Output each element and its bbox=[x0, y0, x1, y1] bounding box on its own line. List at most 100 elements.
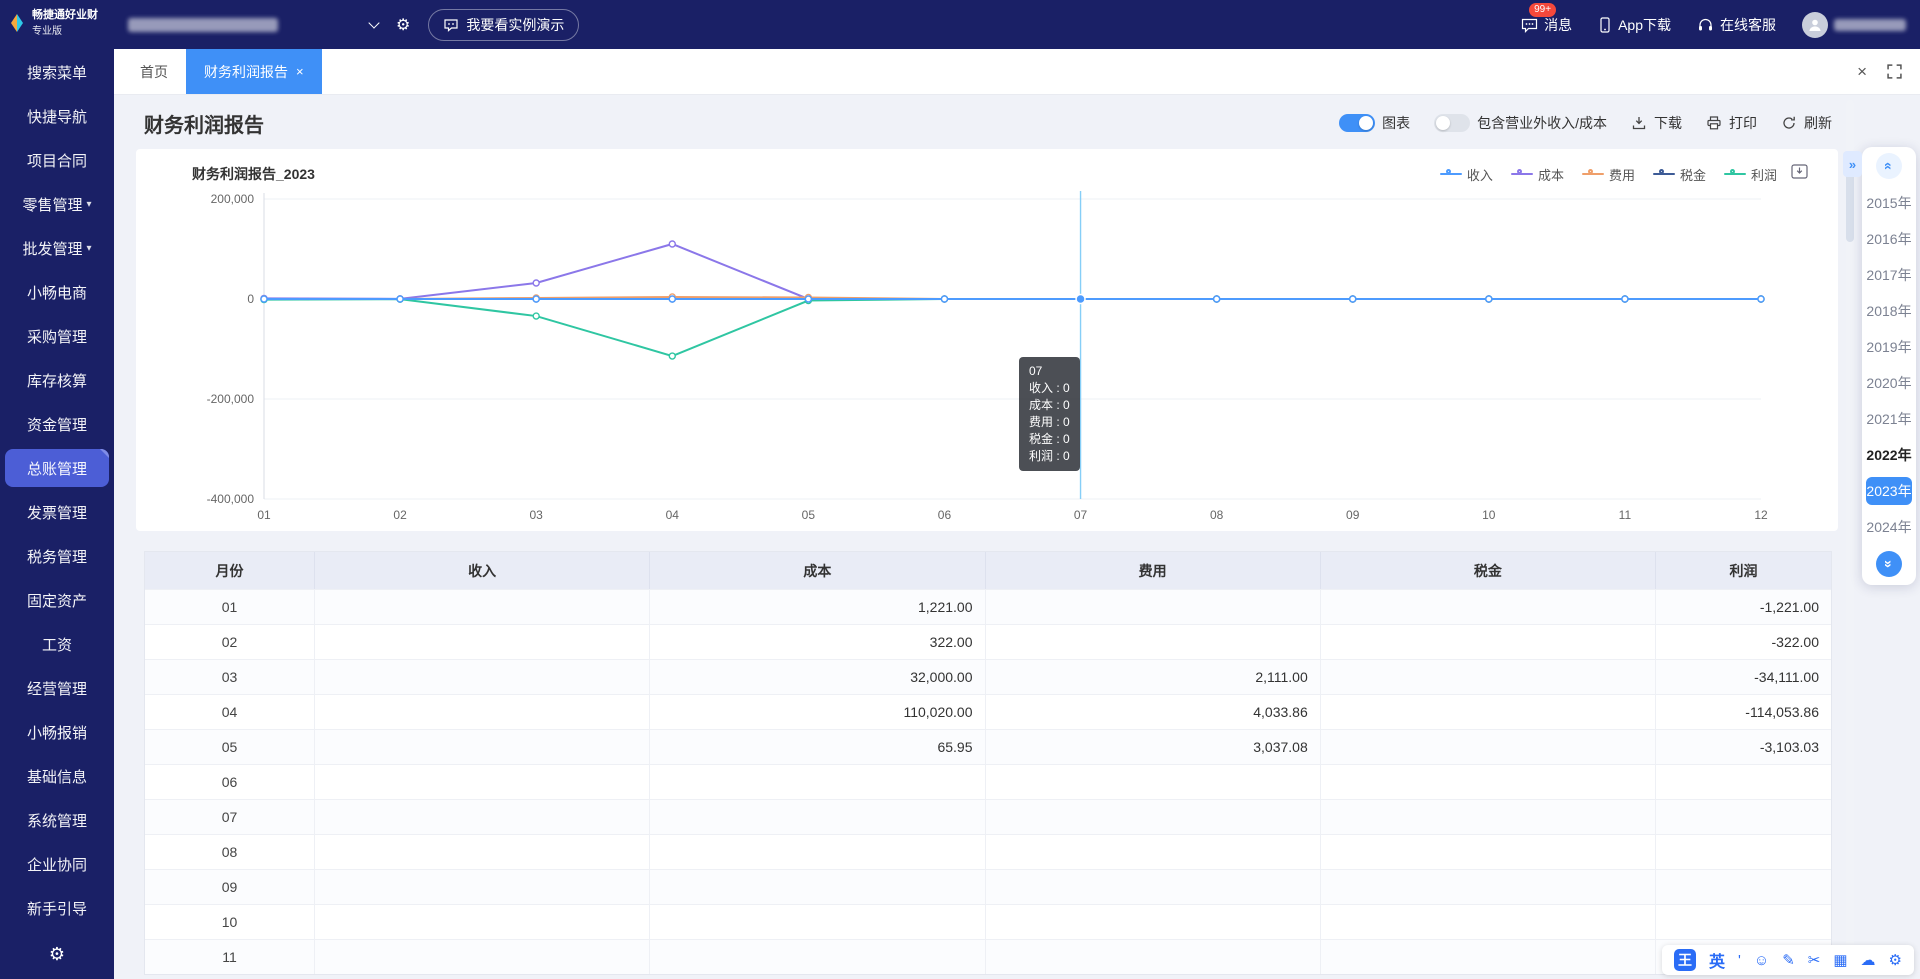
svg-text:05: 05 bbox=[802, 508, 816, 522]
scrollbar[interactable] bbox=[1846, 100, 1854, 971]
keyboard-icon[interactable]: ▦ bbox=[1833, 952, 1848, 969]
month-cell: 06 bbox=[145, 764, 315, 799]
sidebar-item-search-menu[interactable]: 搜索菜单 bbox=[0, 50, 114, 94]
value-cell bbox=[1656, 764, 1831, 799]
year-item-2023年[interactable]: 2023年 bbox=[1866, 477, 1912, 505]
year-panel-collapse-icon[interactable]: » bbox=[1843, 151, 1862, 177]
cloud-icon[interactable]: ☁ bbox=[1860, 952, 1876, 969]
year-item-2016年[interactable]: 2016年 bbox=[1866, 231, 1912, 247]
sidebar-item-retail[interactable]: 零售管理 ▾ bbox=[0, 182, 114, 226]
logo-title: 畅捷通好业财 bbox=[32, 8, 98, 21]
year-item-2017年[interactable]: 2017年 bbox=[1866, 267, 1912, 283]
app-download-button[interactable]: App下载 bbox=[1598, 15, 1671, 35]
year-item-2018年[interactable]: 2018年 bbox=[1866, 303, 1912, 319]
sidebar-item-fixed-assets[interactable]: 固定资产 bbox=[0, 578, 114, 622]
year-list: 2015年 2016年 2017年 2018年 2019年 2020年 2021年 2022年… bbox=[1862, 185, 1916, 545]
year-item-2022年[interactable]: 2022年 bbox=[1866, 447, 1912, 463]
sidebar-item-ecommerce[interactable]: 小畅电商 bbox=[0, 270, 114, 314]
legend-marker bbox=[1581, 169, 1604, 179]
value-cell bbox=[1320, 869, 1656, 904]
value-cell bbox=[985, 904, 1321, 939]
sidebar-item-beginner-guide[interactable]: 新手引导 bbox=[0, 886, 114, 930]
gear-icon[interactable]: ⚙ bbox=[396, 16, 411, 34]
close-all-icon[interactable]: × bbox=[1857, 61, 1867, 81]
sidebar-item-inventory-accounting[interactable]: 库存核算 bbox=[0, 358, 114, 402]
value-cell bbox=[315, 694, 651, 729]
sidebar-item-label: 快捷导航 bbox=[26, 108, 87, 126]
refresh-button[interactable]: 刷新 bbox=[1781, 113, 1832, 133]
legend-item-税金[interactable]: 税金 bbox=[1652, 165, 1706, 184]
month-cell: 10 bbox=[145, 904, 315, 939]
legend-item-收入[interactable]: 收入 bbox=[1439, 165, 1493, 184]
tab-首页[interactable]: 首页 bbox=[122, 49, 186, 94]
legend-label: 收入 bbox=[1466, 167, 1493, 183]
sidebar-item-quick-nav[interactable]: 快捷导航 bbox=[0, 94, 114, 138]
handwriting-icon[interactable]: ✎ bbox=[1782, 952, 1795, 969]
sidebar-item-tax[interactable]: 税务管理 bbox=[0, 534, 114, 578]
download-button[interactable]: 下载 bbox=[1631, 113, 1682, 133]
years-scroll-down-icon[interactable]: » bbox=[1876, 551, 1902, 577]
ime-logo-badge[interactable]: 王 bbox=[1673, 949, 1696, 971]
sidebar-item-expense[interactable]: 小畅报销 bbox=[0, 710, 114, 754]
save-image-icon[interactable] bbox=[1791, 164, 1808, 184]
sidebar-item-label: 库存核算 bbox=[26, 372, 87, 390]
svg-text:04: 04 bbox=[666, 508, 680, 522]
clip-icon[interactable]: ✂ bbox=[1807, 952, 1821, 969]
include-nonoperating-toggle[interactable]: 包含营业外收入/成本 bbox=[1434, 113, 1607, 133]
year-item-2019年[interactable]: 2019年 bbox=[1866, 339, 1912, 355]
sidebar-item-project-contract[interactable]: 项目合同 bbox=[0, 138, 114, 182]
value-cell: 4,033.86 bbox=[985, 694, 1321, 729]
year-item-2020年[interactable]: 2020年 bbox=[1866, 375, 1912, 391]
tab-财务利润报告[interactable]: 财务利润报告 × bbox=[186, 49, 322, 94]
year-item-2021年[interactable]: 2021年 bbox=[1866, 411, 1912, 427]
table-row: 11 bbox=[145, 939, 1831, 974]
year-item-2015年[interactable]: 2015年 bbox=[1866, 195, 1912, 211]
chart-toggle[interactable]: 图表 bbox=[1339, 113, 1410, 133]
sidebar-item-base-info[interactable]: 基础信息 bbox=[0, 754, 114, 798]
ime-language-mode[interactable]: 英 bbox=[1708, 954, 1725, 971]
toggle-off-switch[interactable] bbox=[1434, 114, 1471, 132]
sidebar-item-collaboration[interactable]: 企业协同 bbox=[0, 842, 114, 886]
sidebar-item-invoice[interactable]: 发票管理 bbox=[0, 490, 114, 534]
report-table: 月份 收入 成本 费用 税金 利润 01 1,221.00 -1,221.00 02 322.00-… bbox=[144, 551, 1832, 975]
legend-item-成本[interactable]: 成本 bbox=[1510, 165, 1564, 184]
user-account[interactable] bbox=[1802, 11, 1906, 38]
toggle-on-switch[interactable] bbox=[1339, 114, 1376, 132]
legend-item-费用[interactable]: 费用 bbox=[1581, 165, 1635, 184]
refresh-icon bbox=[1783, 116, 1795, 129]
sidebar-item-system[interactable]: 系统管理 bbox=[0, 798, 114, 842]
sidebar-item-payroll[interactable]: 工资 bbox=[0, 622, 114, 666]
month-cell: 02 bbox=[145, 624, 315, 659]
value-cell: 3,037.08 bbox=[985, 729, 1321, 764]
scrollbar-thumb[interactable] bbox=[1846, 152, 1854, 242]
legend-item-利润[interactable]: 利润 bbox=[1723, 165, 1777, 184]
years-scroll-up-icon[interactable]: « bbox=[1876, 153, 1902, 179]
value-cell bbox=[650, 834, 986, 869]
emoji-icon[interactable]: ☺ bbox=[1753, 951, 1770, 969]
year-item-2024年[interactable]: 2024年 bbox=[1866, 519, 1912, 535]
punctuation-icon[interactable]: ' bbox=[1738, 951, 1741, 969]
support-button[interactable]: 在线客服 bbox=[1697, 15, 1776, 35]
print-button[interactable]: 打印 bbox=[1706, 113, 1757, 133]
value-cell bbox=[1320, 694, 1656, 729]
messages-badge: 99+ bbox=[1529, 2, 1557, 17]
settings-gear-icon[interactable]: ⚙ bbox=[48, 944, 66, 965]
table-row: 01 1,221.00 -1,221.00 bbox=[145, 589, 1831, 624]
tab-close-icon[interactable]: × bbox=[296, 64, 304, 79]
fullscreen-icon[interactable] bbox=[1887, 64, 1902, 79]
messages-button[interactable]: 99+ 消息 bbox=[1521, 2, 1572, 35]
value-cell bbox=[1320, 729, 1656, 764]
sidebar-item-operations[interactable]: 经营管理 bbox=[0, 666, 114, 710]
demo-button[interactable]: 我要看实例演示 bbox=[428, 8, 580, 41]
company-selector[interactable] bbox=[128, 16, 380, 32]
sidebar-item-purchase[interactable]: 采购管理 bbox=[0, 314, 114, 358]
value-cell bbox=[315, 834, 651, 869]
sidebar-item-wholesale[interactable]: 批发管理 ▾ bbox=[0, 226, 114, 270]
ime-settings-icon[interactable]: ⚙ bbox=[1888, 952, 1902, 969]
sidebar-item-funds[interactable]: 资金管理 bbox=[0, 402, 114, 446]
chart-title: 财务利润报告_2023 bbox=[192, 166, 315, 182]
sidebar-item-general-ledger[interactable]: 总账管理 bbox=[5, 449, 109, 488]
demo-label: 我要看实例演示 bbox=[466, 16, 565, 33]
svg-text:03: 03 bbox=[530, 508, 544, 522]
